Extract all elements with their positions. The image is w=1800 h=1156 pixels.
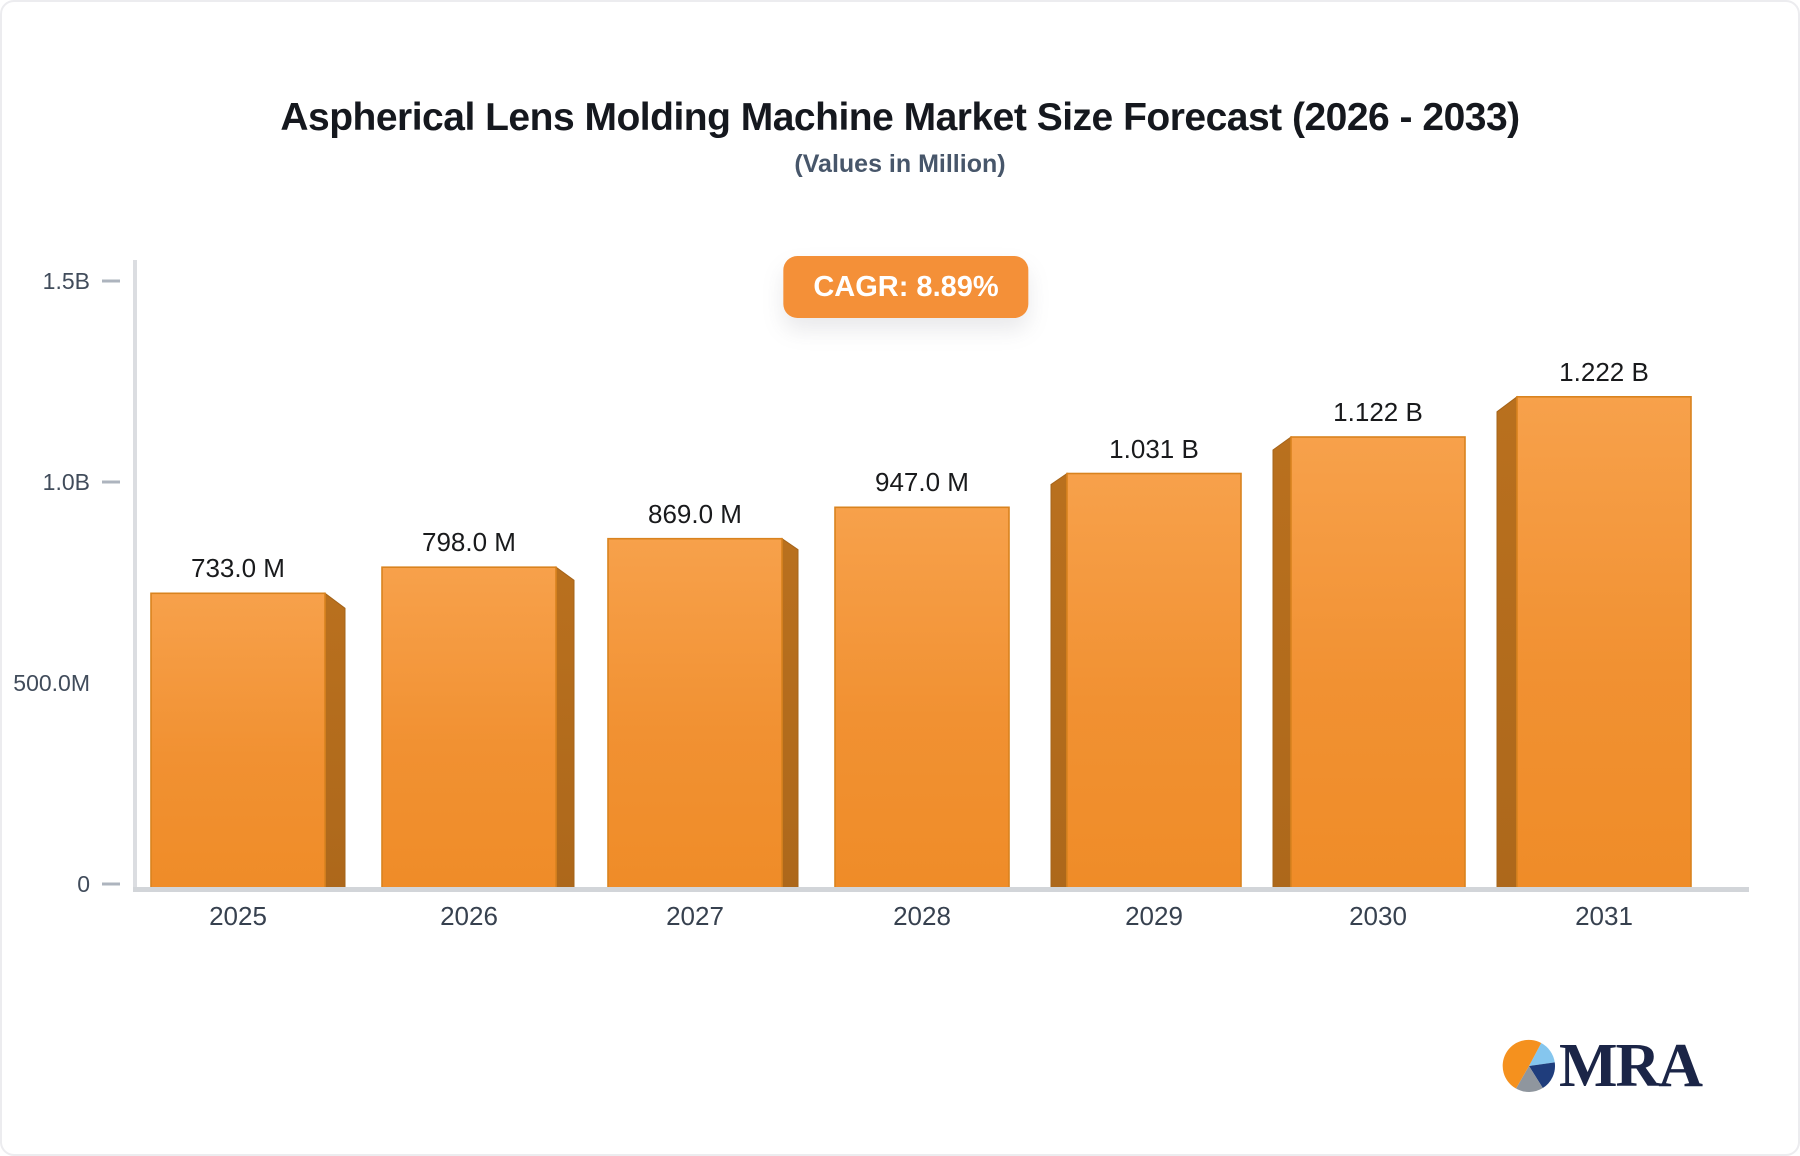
bar-2028[interactable] [834,506,1010,889]
bar-side-face [324,592,346,889]
bar-side-face [1050,472,1068,889]
bar-2025[interactable] [150,592,346,889]
x-label-2027: 2027 [666,901,724,931]
bar-front-face [1516,395,1692,889]
y-tick-label: 1.0B [42,469,90,495]
bar-front-face [607,537,783,889]
x-label-2030: 2030 [1349,901,1407,931]
pie-chart-logo-icon [1502,1039,1556,1093]
bar-side-face [1496,395,1518,889]
bar-front-face [834,506,1010,889]
y-tick-label: 500.0M [13,670,90,696]
x-label-2025: 2025 [209,901,267,931]
bar-2027[interactable] [607,537,799,889]
bar-front-face [381,566,557,889]
bar-2026[interactable] [381,566,575,889]
y-tick-label: 0 [77,871,90,897]
bar-side-face [555,566,575,889]
value-label-2025: 733.0 M [191,553,285,584]
bar-front-face [1066,472,1242,889]
x-label-2028: 2028 [893,901,951,931]
x-label-2029: 2029 [1125,901,1183,931]
bar-side-face [781,537,799,889]
bar-2030[interactable] [1272,436,1466,889]
value-label-2027: 869.0 M [648,498,742,529]
y-axis-line [133,260,137,892]
y-tick-mark [102,279,120,283]
value-label-2030: 1.122 B [1333,397,1423,427]
x-label-2026: 2026 [440,901,498,931]
x-axis-line [133,887,1749,892]
slice-light-blue [1529,1043,1555,1066]
slice-orange [1502,1039,1542,1089]
y-tick-label: 1.5B [42,268,90,294]
value-label-2031: 1.222 B [1559,356,1649,387]
slice-gray [1516,1066,1543,1093]
bar-front-face [1290,436,1466,889]
page-title: Aspherical Lens Molding Machine Market S… [280,96,1520,139]
value-label-2028: 947.0 M [875,467,969,498]
value-label-2029: 1.031 B [1109,433,1199,464]
bar-2029[interactable] [1050,472,1242,889]
logo-text: MRA [1559,1032,1703,1100]
cagr-badge: CAGR: 8.89% [783,256,1029,318]
mra-logo: MRA [1502,1032,1703,1100]
value-label-2026: 798.0 M [422,527,516,558]
x-label-2031: 2031 [1575,901,1633,931]
page-subtitle: (Values in Million) [794,150,1006,178]
slice-navy [1529,1062,1556,1089]
y-tick-mark [102,882,120,886]
bar-front-face [150,592,326,889]
bar-2031[interactable] [1496,395,1692,889]
y-tick-mark [102,480,120,484]
bar-side-face [1272,436,1292,889]
